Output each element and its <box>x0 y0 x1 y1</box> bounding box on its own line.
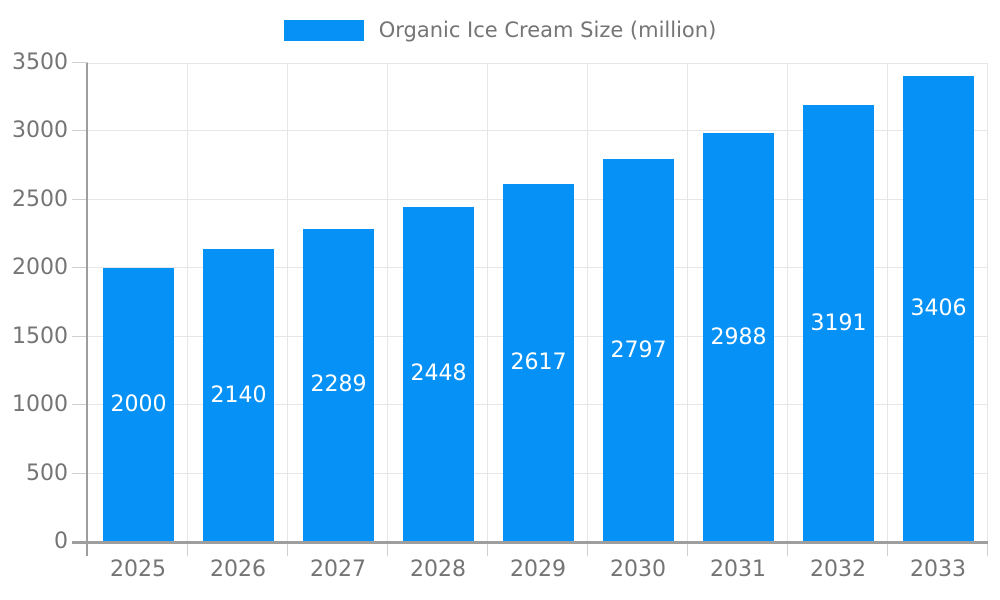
bar-value-label: 2988 <box>710 325 767 350</box>
bar-value-label: 2797 <box>610 338 667 363</box>
y-tick-label: 0 <box>54 529 68 554</box>
y-tick-label: 1500 <box>12 324 68 349</box>
bar-value-label: 2448 <box>410 361 467 386</box>
v-gridline <box>887 63 888 542</box>
x-tick-label: 2032 <box>810 557 866 582</box>
legend: Organic Ice Cream Size (million) <box>0 18 1000 42</box>
x-tick-label: 2033 <box>910 557 966 582</box>
y-axis-tick <box>72 62 88 63</box>
x-tick-label: 2031 <box>710 557 766 582</box>
bar[interactable] <box>403 206 474 542</box>
x-tick-label: 2025 <box>110 557 166 582</box>
h-gridline <box>88 63 988 64</box>
bar[interactable] <box>203 249 274 542</box>
bar-value-label: 2289 <box>310 372 367 397</box>
bar[interactable] <box>303 228 374 542</box>
y-axis-line <box>86 63 88 556</box>
x-axis-tick <box>287 542 288 556</box>
v-gridline <box>587 63 588 542</box>
legend-swatch-icon <box>283 19 364 41</box>
y-axis-tick <box>72 130 88 131</box>
y-tick-label: 1000 <box>12 392 68 417</box>
v-gridline <box>187 63 188 542</box>
bar-value-label: 3191 <box>810 311 867 336</box>
y-tick-label: 2500 <box>12 187 68 212</box>
y-tick-label: 500 <box>26 461 68 486</box>
v-gridline <box>387 63 388 542</box>
x-tick-label: 2030 <box>610 557 666 582</box>
x-axis-tick <box>187 542 188 556</box>
x-tick-label: 2027 <box>310 557 366 582</box>
bar[interactable] <box>803 105 874 542</box>
y-axis-tick <box>72 473 88 474</box>
y-axis-tick <box>72 267 88 268</box>
bar-value-label: 2000 <box>110 392 167 417</box>
y-tick-label: 3500 <box>12 50 68 75</box>
x-axis-tick <box>587 542 588 556</box>
h-gridline <box>88 130 988 131</box>
y-tick-label: 3000 <box>12 118 68 143</box>
x-axis-line <box>72 541 988 544</box>
y-tick-label: 2000 <box>12 255 68 280</box>
v-gridline <box>787 63 788 542</box>
bar[interactable] <box>503 183 574 542</box>
bar-value-label: 2140 <box>210 383 267 408</box>
x-axis-tick <box>687 542 688 556</box>
x-tick-label: 2028 <box>410 557 466 582</box>
v-gridline <box>687 63 688 542</box>
bar[interactable] <box>603 159 674 542</box>
bar-value-label: 3406 <box>910 296 967 321</box>
y-axis-tick <box>72 199 88 200</box>
bar-value-label: 2617 <box>510 350 567 375</box>
v-gridline <box>487 63 488 542</box>
v-gridline <box>987 63 988 542</box>
legend-label: Organic Ice Cream Size (million) <box>378 18 717 42</box>
plot-area: 0 500 1000 1500 2000 2500 3000 3500 2025 2026 2027… <box>12 51 988 582</box>
bar[interactable] <box>903 75 974 542</box>
x-tick-label: 2026 <box>210 557 266 582</box>
v-gridline <box>287 63 288 542</box>
x-axis-tick <box>487 542 488 556</box>
x-axis-tick <box>387 542 388 556</box>
x-axis-tick <box>787 542 788 556</box>
x-axis-tick <box>887 542 888 556</box>
y-axis-tick <box>72 404 88 405</box>
legend-item[interactable]: Organic Ice Cream Size (million) <box>283 18 717 42</box>
bar[interactable] <box>103 268 174 542</box>
y-axis-tick <box>72 336 88 337</box>
bar[interactable] <box>703 133 774 542</box>
x-axis-tick <box>987 542 988 556</box>
x-tick-label: 2029 <box>510 557 566 582</box>
